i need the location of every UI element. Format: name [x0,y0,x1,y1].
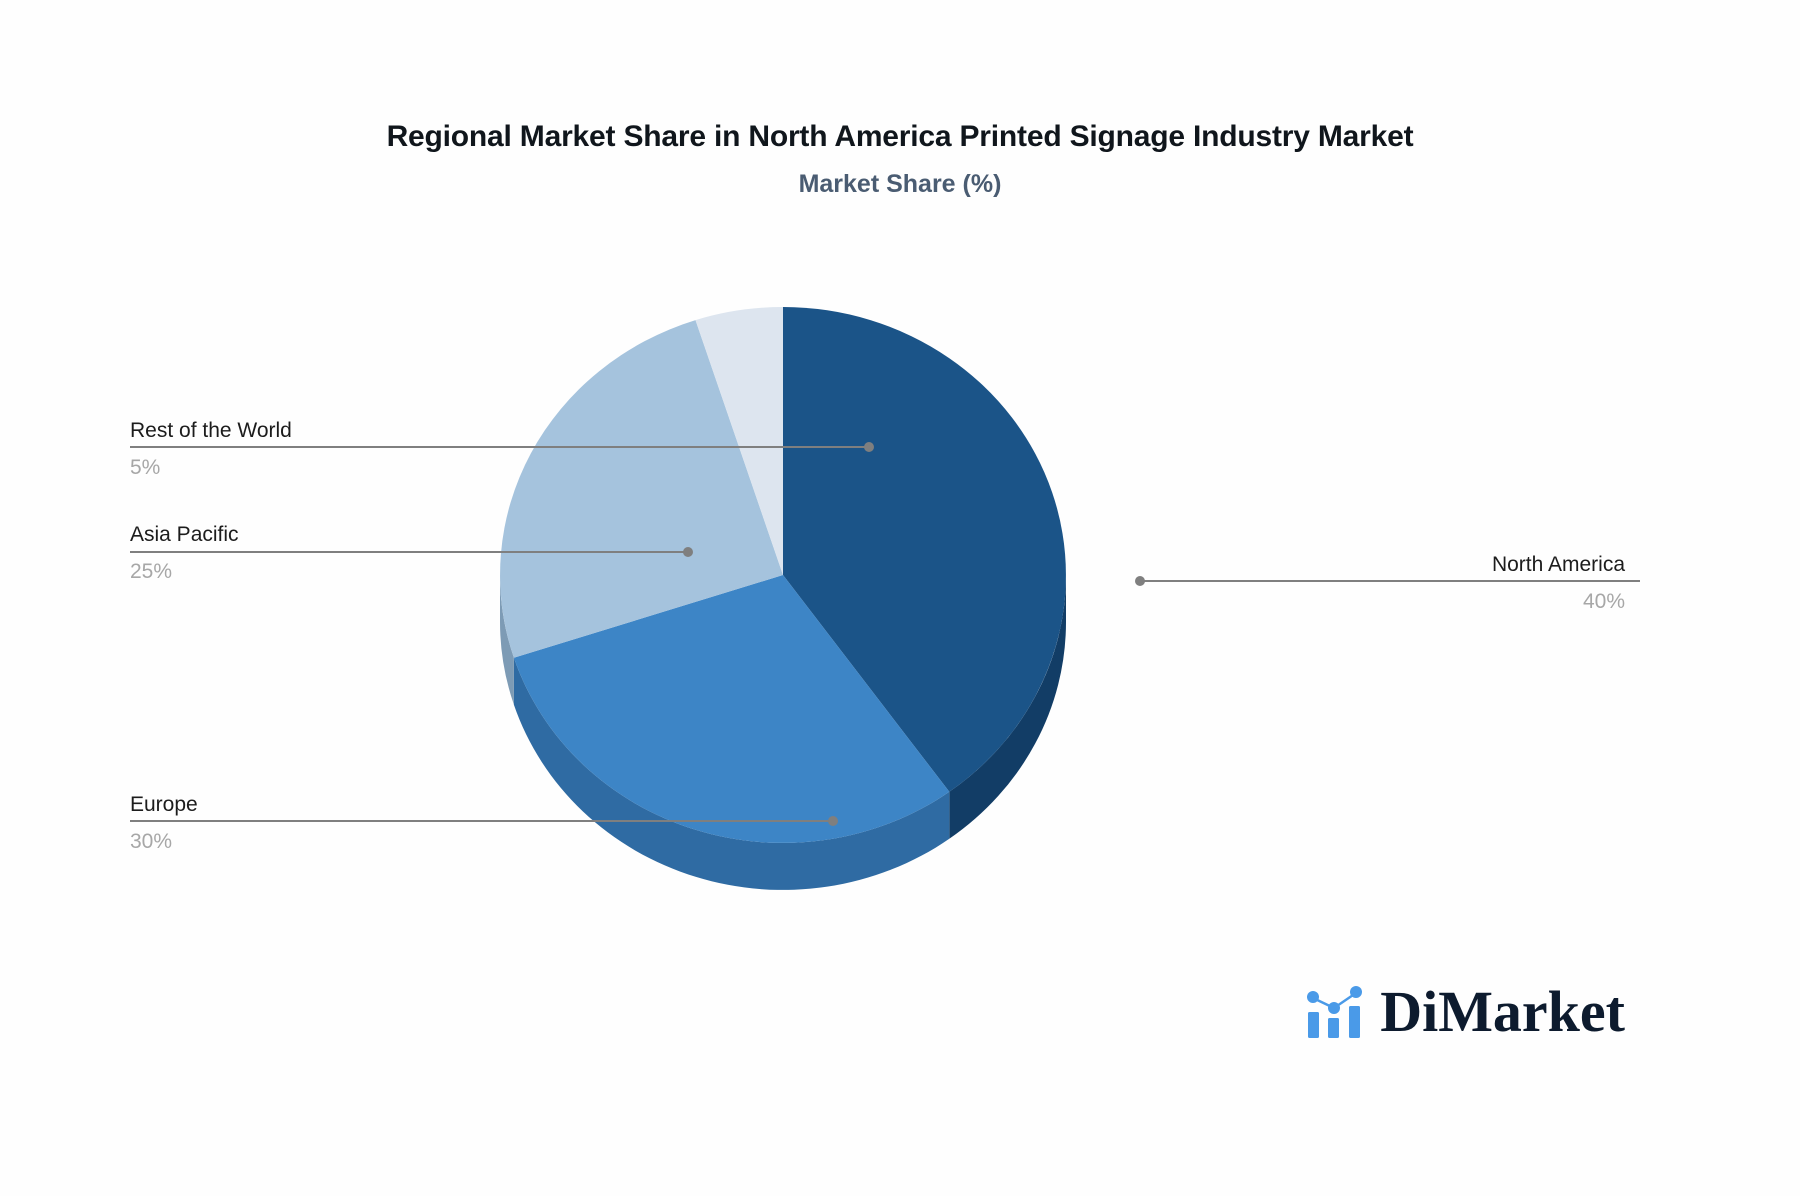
leader-lines [130,446,1640,822]
callout-rest-of-the-world[interactable]: Rest of the World 5% [130,418,292,481]
leader-dot-europe [828,816,838,826]
callout-north-america[interactable]: North America 40% [1492,552,1625,615]
callout-value-europe: 30% [130,830,173,853]
leader-dot-rest-of-the-world [864,442,874,452]
pie-slice-north-america[interactable] [783,307,1066,792]
callout-asia-pacific[interactable]: Asia Pacific 25% [130,522,239,585]
pie-depth-europe [513,657,950,890]
leader-dot-north-america [1135,576,1145,586]
callout-value-rest-of-the-world: 5% [130,456,161,479]
pie-slice-asia-pacific[interactable] [500,320,783,658]
callout-label-asia-pacific: Asia Pacific [130,523,239,546]
leader-dot-asia-pacific [683,547,693,557]
callout-europe[interactable]: Europe 30% [130,792,198,855]
pie-slice-europe[interactable] [513,575,950,843]
callout-label-north-america: North America [1491,553,1625,576]
pie-depth-north-america [949,575,1066,839]
bar-chart-icon [1307,986,1363,1038]
pie-slice-rest-of-the-world[interactable] [695,306,784,575]
callout-label-europe: Europe [130,793,198,816]
callout-value-asia-pacific: 25% [130,560,173,583]
callout-label-rest-of-the-world: Rest of the World [130,419,292,442]
pie-slices [500,306,1066,843]
leader-dots [683,442,1145,826]
page-title: Regional Market Share in North America P… [386,120,1414,153]
pie-depth-asia-pacific [500,575,514,705]
pie-3d-depth [500,575,1066,890]
callout-value-north-america: 40% [1582,590,1625,613]
chart-subtitle: Market Share (%) [798,170,1002,198]
brand-logo: DiMarket [1304,983,1625,1041]
title-block: Regional Market Share in North America P… [0,118,1800,200]
brand-name: DiMarket [1380,979,1625,1044]
